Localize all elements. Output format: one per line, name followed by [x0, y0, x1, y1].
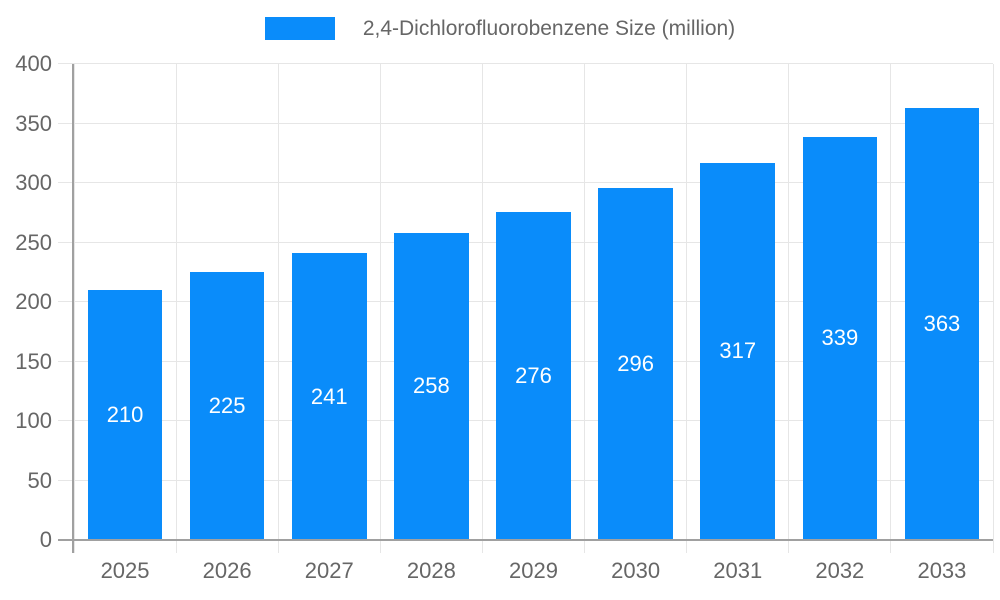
legend-item[interactable]: 2,4-Dichlorofluorobenzene Size (million)	[264, 17, 736, 40]
bar-value-label: 296	[617, 350, 654, 376]
y-tick-label: 200	[15, 289, 52, 314]
gridline-x-1	[175, 64, 177, 553]
bar-2033: 363	[904, 108, 980, 540]
gridline-x-5	[584, 64, 586, 553]
x-tick-label: 2033	[917, 558, 967, 583]
bar-2025: 210	[87, 290, 163, 540]
x-tick-label: 2026	[202, 558, 252, 583]
bar-2027: 241	[292, 253, 367, 540]
gridline-x-3	[379, 64, 381, 553]
bar-value-label: 210	[106, 402, 144, 428]
gridline-x-0	[73, 64, 75, 553]
bar-2028: 258	[394, 232, 469, 540]
gridline-y-400	[58, 63, 993, 64]
gridline-x-8	[890, 64, 892, 553]
y-axis-line	[72, 64, 74, 553]
x-tick-label: 2028	[406, 558, 456, 583]
bar-value-label: 276	[515, 362, 552, 388]
x-tick-label: 2027	[304, 558, 354, 583]
bar-2031: 317	[700, 162, 775, 540]
x-tick-label: 2031	[713, 558, 763, 583]
y-tick-label: 400	[15, 51, 52, 76]
bar-value-label: 241	[310, 383, 348, 409]
y-tick-label: 300	[15, 170, 52, 195]
gridline-x-4	[481, 64, 483, 553]
y-tick-label: 100	[15, 408, 52, 433]
legend-swatch	[264, 17, 335, 40]
gridline-x-9	[992, 64, 994, 553]
legend-label: 2,4-Dichlorofluorobenzene Size (million)	[362, 17, 736, 40]
bar-value-label: 339	[821, 325, 859, 351]
bar-value-label: 258	[413, 373, 450, 399]
bar-2029: 276	[496, 211, 571, 540]
gridline-x-7	[788, 64, 790, 553]
y-tick-label: 0	[39, 527, 52, 552]
y-tick-label: 150	[15, 348, 52, 374]
y-tick-label: 350	[15, 110, 52, 136]
bar-value-label: 317	[719, 338, 757, 364]
gridline-y-350	[58, 122, 993, 124]
gridline-y-300	[58, 182, 993, 183]
gridline-x-2	[277, 64, 279, 553]
x-tick-label: 2030	[611, 558, 661, 583]
chart-legend: 2,4-Dichlorofluorobenzene Size (million)	[0, 17, 1000, 40]
x-axis-line	[58, 539, 993, 541]
x-tick-label: 2029	[509, 558, 558, 583]
gridline-x-6	[686, 64, 688, 553]
bar-value-label: 225	[208, 393, 246, 419]
x-tick-label: 2032	[815, 558, 865, 583]
x-tick-label: 2025	[100, 558, 150, 583]
bar-value-label: 363	[923, 311, 961, 336]
bar-2030: 296	[598, 187, 673, 540]
bar-2026: 225	[189, 272, 265, 540]
y-tick-label: 250	[15, 229, 52, 255]
y-tick-label: 50	[27, 467, 52, 493]
bar-2032: 339	[802, 136, 878, 540]
